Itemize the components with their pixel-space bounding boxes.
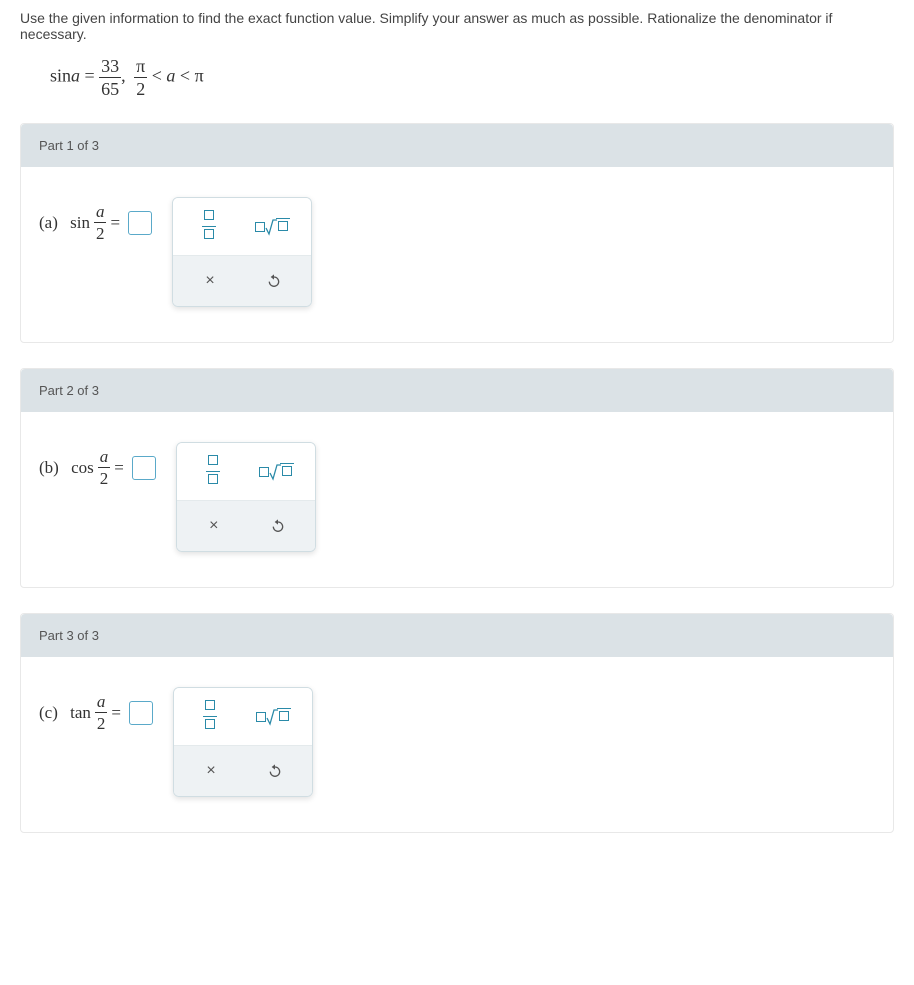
- part-3-func: tan: [70, 703, 91, 723]
- given-func: sin: [50, 66, 71, 86]
- placeholder-box-icon: [208, 474, 218, 484]
- cond-left-frac: π 2: [134, 57, 147, 98]
- x-icon: ×: [205, 272, 214, 290]
- placeholder-box-icon: [205, 700, 215, 710]
- x-icon: ×: [206, 762, 215, 780]
- part-1-arg: a 2: [94, 203, 107, 242]
- cond-var: a: [166, 66, 175, 86]
- reset-button[interactable]: [263, 513, 293, 539]
- placeholder-box-icon: [255, 222, 265, 232]
- part-3-header: Part 3 of 3: [21, 614, 893, 657]
- part-2-eq: =: [114, 458, 124, 478]
- part-2-arg-num: a: [98, 448, 111, 467]
- reset-button[interactable]: [259, 268, 289, 294]
- placeholder-box-icon: [259, 467, 269, 477]
- clear-button[interactable]: ×: [199, 513, 229, 539]
- given-fraction: 33 65: [99, 57, 121, 98]
- part-1-arg-num: a: [94, 203, 107, 222]
- placeholder-box-icon: [204, 229, 214, 239]
- part-1-func: sin: [70, 213, 90, 233]
- undo-icon: [266, 273, 282, 289]
- part-2-question: (b) cos a 2 =: [39, 442, 156, 487]
- part-2-header: Part 2 of 3: [21, 369, 893, 412]
- part-3-arg: a 2: [95, 693, 108, 732]
- cond-lt2: <: [180, 66, 190, 86]
- given-equation: sina = 33 65 , π 2 < a < π: [50, 57, 894, 98]
- part-2-answer-input[interactable]: [132, 456, 156, 480]
- undo-icon: [270, 518, 286, 534]
- instruction-text: Use the given information to find the ex…: [20, 10, 894, 42]
- cond-left-den: 2: [134, 77, 147, 98]
- reset-button[interactable]: [260, 758, 290, 784]
- fraction-tool-button[interactable]: [198, 455, 228, 488]
- cond-right: π: [195, 66, 204, 86]
- placeholder-box-icon: [204, 210, 214, 220]
- part-3-eq: =: [111, 703, 121, 723]
- part-3-tool-panel: ×: [173, 687, 313, 797]
- part-1-header: Part 1 of 3: [21, 124, 893, 167]
- placeholder-box-icon: [279, 711, 289, 721]
- part-2-label: (b): [39, 458, 59, 478]
- given-eq: =: [85, 66, 95, 86]
- part-3-arg-num: a: [95, 693, 108, 712]
- part-1-tool-panel: ×: [172, 197, 312, 307]
- fraction-tool-button[interactable]: [194, 210, 224, 243]
- fraction-tool-button[interactable]: [195, 700, 225, 733]
- clear-button[interactable]: ×: [196, 758, 226, 784]
- given-frac-den: 65: [99, 77, 121, 98]
- sqrt-tool-button[interactable]: [256, 704, 291, 730]
- part-1-eq: =: [110, 213, 120, 233]
- given-frac-num: 33: [99, 57, 121, 77]
- undo-icon: [267, 763, 283, 779]
- given-var: a: [71, 66, 80, 86]
- part-3-question: (c) tan a 2 =: [39, 687, 153, 732]
- given-sep: ,: [121, 66, 126, 86]
- part-3: Part 3 of 3 (c) tan a 2 =: [20, 613, 894, 833]
- placeholder-box-icon: [278, 221, 288, 231]
- part-1-label: (a): [39, 213, 58, 233]
- cond-lt1: <: [152, 66, 162, 86]
- sqrt-tool-button[interactable]: [255, 214, 290, 240]
- part-1-answer-input[interactable]: [128, 211, 152, 235]
- part-3-arg-den: 2: [95, 712, 108, 732]
- sqrt-tool-button[interactable]: [259, 459, 294, 485]
- placeholder-box-icon: [205, 719, 215, 729]
- placeholder-box-icon: [208, 455, 218, 465]
- part-2-func: cos: [71, 458, 94, 478]
- part-1: Part 1 of 3 (a) sin a 2 =: [20, 123, 894, 343]
- part-2-tool-panel: ×: [176, 442, 316, 552]
- part-2-arg: a 2: [98, 448, 111, 487]
- part-1-arg-den: 2: [94, 222, 107, 242]
- part-3-label: (c): [39, 703, 58, 723]
- cond-left-num: π: [134, 57, 147, 77]
- clear-button[interactable]: ×: [195, 268, 225, 294]
- part-1-question: (a) sin a 2 =: [39, 197, 152, 242]
- placeholder-box-icon: [282, 466, 292, 476]
- part-2-arg-den: 2: [98, 467, 111, 487]
- part-2: Part 2 of 3 (b) cos a 2 =: [20, 368, 894, 588]
- x-icon: ×: [209, 517, 218, 535]
- part-3-answer-input[interactable]: [129, 701, 153, 725]
- placeholder-box-icon: [256, 712, 266, 722]
